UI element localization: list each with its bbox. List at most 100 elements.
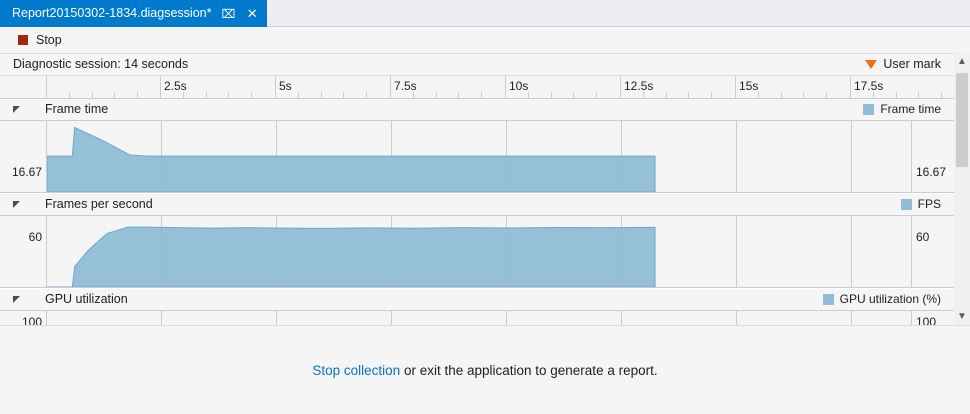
series-area-frame-time (47, 126, 656, 192)
ruler-minor-tick (758, 92, 759, 98)
ruler-minor-tick (573, 92, 574, 98)
collapse-triangle-icon[interactable] (13, 201, 20, 208)
ruler-tick-label: 2.5s (164, 79, 187, 93)
ruler-minor-tick (711, 92, 712, 98)
ruler-minor-tick (873, 92, 874, 98)
legend-swatch-icon (863, 103, 875, 115)
ruler-minor-tick (321, 92, 322, 98)
ruler-minor-tick (941, 92, 942, 98)
time-ruler[interactable]: 2.5s 5s 7.5s 10s 12.5s 15s 17.5s (0, 76, 954, 99)
ruler-tick-label: 10s (509, 79, 529, 93)
plot-canvas-fps (46, 216, 912, 287)
ruler-minor-tick (206, 92, 207, 98)
ruler-minor-tick (528, 92, 529, 98)
diagnostic-session-label: Diagnostic session: 14 seconds (13, 57, 189, 71)
ruler-tick-label: 17.5s (854, 79, 884, 93)
ruler-minor-tick (69, 92, 70, 98)
plot-row-frame-time[interactable]: 16.67 16.67 (0, 120, 954, 193)
ruler-major-tick (160, 76, 161, 98)
ruler-minor-tick (803, 92, 804, 98)
axis-label-left: 60 (28, 230, 42, 244)
stop-button-label: Stop (36, 33, 62, 47)
legend-swatch-icon (822, 293, 834, 305)
ruler-tick-label: 15s (739, 79, 759, 93)
ruler-minor-tick (343, 92, 344, 98)
legend-label: FPS (917, 197, 941, 211)
ruler-minor-tick (826, 92, 827, 98)
legend-label: GPU utilization (%) (839, 292, 941, 306)
section-title: Frame time (45, 102, 109, 116)
ruler-major-tick (850, 76, 851, 98)
series-path (47, 226, 656, 287)
ruler-minor-tick (436, 92, 437, 98)
ruler-minor-tick (228, 92, 229, 98)
ruler-minor-tick (458, 92, 459, 98)
ruler-minor-tick (896, 92, 897, 98)
tab-strip: Report20150302-1834.diagsession* ⌧ ✕ (0, 0, 970, 27)
close-icon[interactable]: ✕ (246, 6, 258, 21)
stop-collection-link[interactable]: Stop collection (312, 362, 401, 378)
ruler-minor-tick (481, 92, 482, 98)
user-mark-control[interactable]: User mark (865, 57, 941, 71)
section-header-frame-time[interactable]: Frame time Frame time (0, 99, 954, 120)
pin-icon[interactable]: ⌧ (221, 6, 236, 21)
ruler-minor-tick (643, 92, 644, 98)
ruler-minor-tick (413, 92, 414, 98)
footer-text: Stop collection or exit the application … (312, 363, 657, 378)
plot-gridline (736, 216, 737, 287)
user-mark-label: User mark (883, 57, 941, 71)
ruler-minor-tick (298, 92, 299, 98)
plot-canvas-frame-time (46, 121, 912, 192)
ruler-major-tick (275, 76, 276, 98)
ruler-major-tick (620, 76, 621, 98)
footer-rest-text: or exit the application to generate a re… (400, 362, 658, 378)
ruler-major-tick (390, 76, 391, 98)
toolbar: Stop (0, 27, 970, 53)
legend-fps: FPS (900, 197, 941, 211)
tab-diagsession[interactable]: Report20150302-1834.diagsession* ⌧ ✕ (0, 0, 267, 27)
user-mark-triangle-icon (865, 59, 878, 69)
ruler-minor-tick (918, 92, 919, 98)
ruler-minor-tick (781, 92, 782, 98)
ruler-major-tick (735, 76, 736, 98)
scrollbar-thumb[interactable] (956, 73, 968, 167)
ruler-tick-label: 7.5s (394, 79, 417, 93)
graph-section-fps: Frames per second FPS 60 60 (0, 194, 954, 288)
axis-label-right: 60 (916, 230, 930, 244)
plot-gridline (736, 121, 737, 192)
collapse-triangle-icon[interactable] (13, 106, 20, 113)
chevron-down-icon[interactable]: ▼ (957, 311, 967, 322)
ruler-minor-tick (92, 92, 93, 98)
ruler-minor-tick (366, 92, 367, 98)
section-title: GPU utilization (45, 292, 128, 306)
tab-title: Report20150302-1834.diagsession* (12, 6, 212, 20)
chevron-up-icon[interactable]: ▲ (957, 56, 967, 67)
series-area-fps (47, 226, 656, 287)
vertical-scrollbar[interactable]: ▲ ▼ (954, 53, 970, 325)
axis-label-left: 16.67 (11, 165, 42, 179)
ruler-major-tick (505, 76, 506, 98)
legend-frame-time: Frame time (863, 102, 941, 116)
section-header-fps[interactable]: Frames per second FPS (0, 194, 954, 215)
ruler-minor-tick (137, 92, 138, 98)
legend-swatch-icon (900, 198, 912, 210)
ruler-minor-tick (183, 92, 184, 98)
legend-label: Frame time (880, 102, 941, 116)
collapse-triangle-icon[interactable] (13, 296, 20, 303)
plot-gridline (851, 216, 852, 287)
ruler-minor-tick (666, 92, 667, 98)
axis-label-right: 16.67 (916, 165, 947, 179)
footer-message-area: Stop collection or exit the application … (0, 325, 970, 414)
plot-gridline (851, 121, 852, 192)
plot-row-fps[interactable]: 60 60 (0, 215, 954, 288)
graph-section-frame-time: Frame time Frame time 16.67 16.67 (0, 99, 954, 193)
ruler-minor-tick (688, 92, 689, 98)
legend-gpu: GPU utilization (%) (822, 292, 941, 306)
ruler-minor-tick (596, 92, 597, 98)
ruler-major-tick (46, 76, 47, 98)
section-header-gpu[interactable]: GPU utilization GPU utilization (%) (0, 289, 954, 310)
series-path (47, 126, 656, 192)
ruler-tick-label: 12.5s (624, 79, 654, 93)
stop-button[interactable]: Stop (14, 29, 66, 51)
ruler-minor-tick (251, 92, 252, 98)
